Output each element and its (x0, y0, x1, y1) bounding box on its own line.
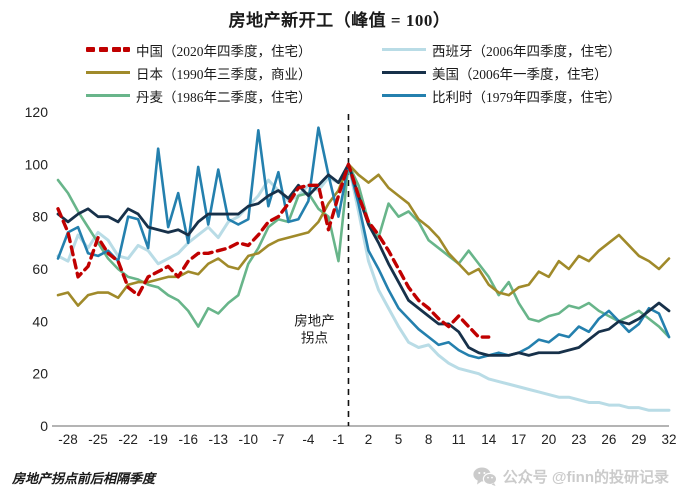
series-line-西班牙（2006年四季度，住宅） (56, 162, 671, 412)
y-axis-tick-label: 80 (32, 209, 48, 225)
y-axis-tick-label: 100 (25, 156, 49, 172)
series-line-中国（2020年四季度，住宅） (56, 162, 491, 339)
legend-item-japan[interactable]: 日本（1990年三季度，商业） (86, 61, 312, 84)
wechat-icon (473, 467, 497, 486)
legend-label-japan: 日本（1990年三季度，商业） (136, 66, 312, 82)
x-axis-tick-label: 8 (425, 432, 433, 444)
legend-item-spain[interactable]: 西班牙（2006年四季度，住宅） (382, 38, 621, 61)
line-chart-svg: 0 20 40 60 80 100 120 -28 -25 -22 -19 -16 -13 -10 -7 -4… (25, 104, 677, 444)
inflection-annotation-line1: 房地产 (294, 313, 335, 328)
x-axis-tick-label: 5 (395, 432, 403, 444)
legend-label-spain: 西班牙（2006年四季度，住宅） (432, 43, 621, 59)
footnote: 房地产拐点前后相隔季度 (12, 471, 156, 486)
y-axis-tick-label: 0 (40, 418, 48, 434)
y-axis-tick-label: 60 (32, 261, 48, 277)
x-axis-tick-label: -25 (88, 432, 108, 444)
x-axis-tick-label: 32 (661, 432, 676, 444)
x-axis-tick-label: 26 (601, 432, 616, 444)
x-axis-tick-label: -1 (332, 432, 344, 444)
series-line-丹麦（1986年二季度，住宅） (56, 163, 671, 339)
chart-legend: 中国（2020年四季度，住宅） 日本（1990年三季度，商业） 丹麦（1986年二季… (0, 38, 679, 108)
legend-column-left: 中国（2020年四季度，住宅） 日本（1990年三季度，商业） 丹麦（1986年二季… (86, 38, 312, 107)
legend-item-usa[interactable]: 美国（2006年一季度，住宅） (382, 61, 621, 84)
x-axis-tick-label: 20 (541, 432, 556, 444)
x-axis-tick-label: -7 (272, 432, 284, 444)
watermark: 公众号 @finn的投研记录 (473, 466, 669, 487)
y-axis-tick-label: 120 (25, 104, 49, 120)
x-axis-tick-label: 14 (481, 432, 497, 444)
x-axis-tick-label: -13 (209, 432, 229, 444)
legend-label-belgium: 比利时（1979年四季度，住宅） (432, 89, 621, 105)
plot-area: 0 20 40 60 80 100 120 -28 -25 -22 -19 -16 -13 -10 -7 -4… (0, 104, 679, 444)
x-axis-tick-label: 2 (365, 432, 373, 444)
legend-item-belgium[interactable]: 比利时（1979年四季度，住宅） (382, 84, 621, 107)
legend-label-china: 中国（2020年四季度，住宅） (136, 43, 312, 59)
x-axis-tick-label: -4 (302, 432, 314, 444)
page-title: 房地产新开工（峰值 = 100） (228, 11, 451, 30)
legend-label-denmark: 丹麦（1986年二季度，住宅） (136, 89, 312, 105)
x-axis-tick-label: -10 (239, 432, 259, 444)
legend-item-denmark[interactable]: 丹麦（1986年二季度，住宅） (86, 84, 312, 107)
x-axis-tick-label: -19 (148, 432, 168, 444)
x-axis-tick-label: 29 (631, 432, 646, 444)
x-axis-tick-label: -28 (58, 432, 78, 444)
series-line-比利时（1979年四季度，住宅） (56, 126, 671, 360)
series-line-日本（1990年三季度，商业） (56, 163, 671, 307)
x-axis-tick-label: -16 (178, 432, 198, 444)
legend-column-right: 西班牙（2006年四季度，住宅） 美国（2006年一季度，住宅） 比利时（1979年… (382, 38, 621, 107)
legend-label-usa: 美国（2006年一季度，住宅） (432, 66, 608, 82)
watermark-text: 公众号 @finn的投研记录 (502, 469, 669, 486)
x-axis-tick-label: 17 (511, 432, 526, 444)
y-axis-tick-label: 20 (32, 366, 48, 382)
x-axis-tick-label: 23 (571, 432, 586, 444)
x-axis-tick-label: -22 (118, 432, 138, 444)
legend-item-china[interactable]: 中国（2020年四季度，住宅） (86, 38, 312, 61)
inflection-annotation-line2: 拐点 (301, 330, 328, 345)
y-axis-tick-label: 40 (32, 313, 48, 329)
x-axis-tick-label: 11 (452, 432, 466, 444)
